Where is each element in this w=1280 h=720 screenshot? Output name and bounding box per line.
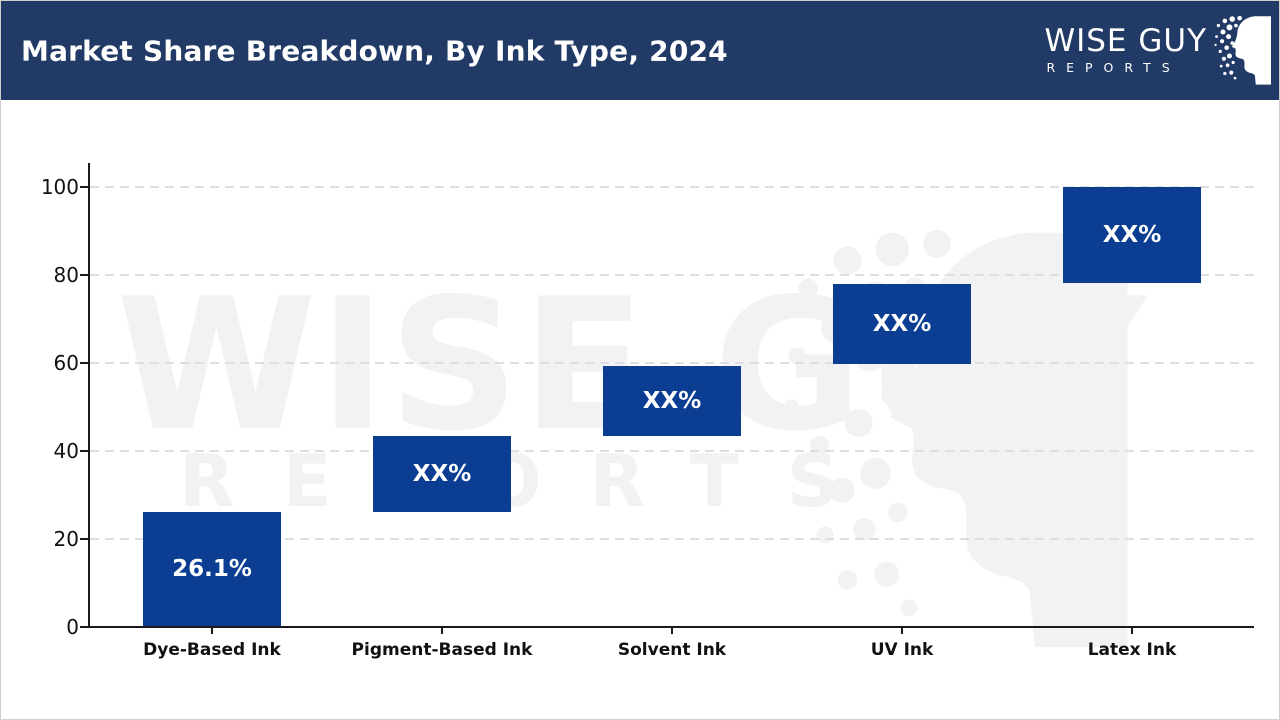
x-category-label: Solvent Ink bbox=[617, 640, 727, 660]
x-tick-2 bbox=[671, 627, 673, 634]
x-tick-4 bbox=[1131, 627, 1133, 634]
bar-value-label: XX% bbox=[872, 310, 932, 337]
x-category-label: Pigment-Based Ink bbox=[351, 640, 533, 660]
bar-value-label: XX% bbox=[642, 387, 702, 414]
bar-value-label: XX% bbox=[1102, 221, 1162, 248]
bar-value-label: XX% bbox=[412, 460, 472, 487]
wise-guy-logo: WISE GUY REPORTS bbox=[1044, 7, 1271, 93]
bar-uv-ink: XX% bbox=[833, 283, 971, 364]
logo-wordmark: WISE GUY bbox=[1044, 22, 1207, 59]
y-tick-label-80: 80 bbox=[53, 262, 79, 287]
page-title: Market Share Breakdown, By Ink Type, 202… bbox=[21, 34, 728, 67]
x-category-label: UV Ink bbox=[870, 640, 934, 660]
y-tick-60 bbox=[80, 361, 88, 364]
bar-dye-based-ink: 26.1% bbox=[143, 511, 281, 627]
y-tick-100 bbox=[80, 185, 88, 188]
y-tick-0 bbox=[80, 625, 88, 628]
gridline-60 bbox=[90, 361, 1254, 364]
y-tick-label-0: 0 bbox=[66, 614, 79, 639]
bar-pigment-based-ink: XX% bbox=[373, 436, 511, 512]
x-tick-3 bbox=[901, 627, 903, 634]
y-tick-label-20: 20 bbox=[53, 526, 79, 551]
gridline-80 bbox=[90, 273, 1254, 276]
x-category-label: Latex Ink bbox=[1087, 640, 1177, 660]
header-band: Market Share Breakdown, By Ink Type, 202… bbox=[1, 1, 1279, 100]
gridline-40 bbox=[90, 449, 1254, 452]
y-tick-40 bbox=[80, 449, 88, 452]
gridline-100 bbox=[90, 185, 1254, 188]
bar-solvent-ink: XX% bbox=[603, 366, 741, 436]
bar-latex-ink: XX% bbox=[1063, 186, 1201, 283]
y-tick-20 bbox=[80, 537, 88, 540]
face-profile-icon bbox=[1214, 15, 1271, 85]
y-axis-line bbox=[88, 163, 90, 628]
y-tick-80 bbox=[80, 273, 88, 276]
x-category-label: Dye-Based Ink bbox=[143, 640, 281, 660]
y-tick-label-60: 60 bbox=[53, 350, 79, 375]
x-tick-0 bbox=[211, 627, 213, 634]
y-tick-label-100: 100 bbox=[40, 174, 79, 199]
x-axis-line bbox=[88, 625, 1254, 628]
logo-text: WISE GUY REPORTS bbox=[1044, 25, 1207, 76]
logo-subtitle: REPORTS bbox=[1046, 60, 1181, 76]
bar-value-label: 26.1% bbox=[172, 556, 252, 583]
gridline-20 bbox=[90, 537, 1254, 540]
x-tick-1 bbox=[441, 627, 443, 634]
y-tick-label-40: 40 bbox=[53, 438, 79, 463]
